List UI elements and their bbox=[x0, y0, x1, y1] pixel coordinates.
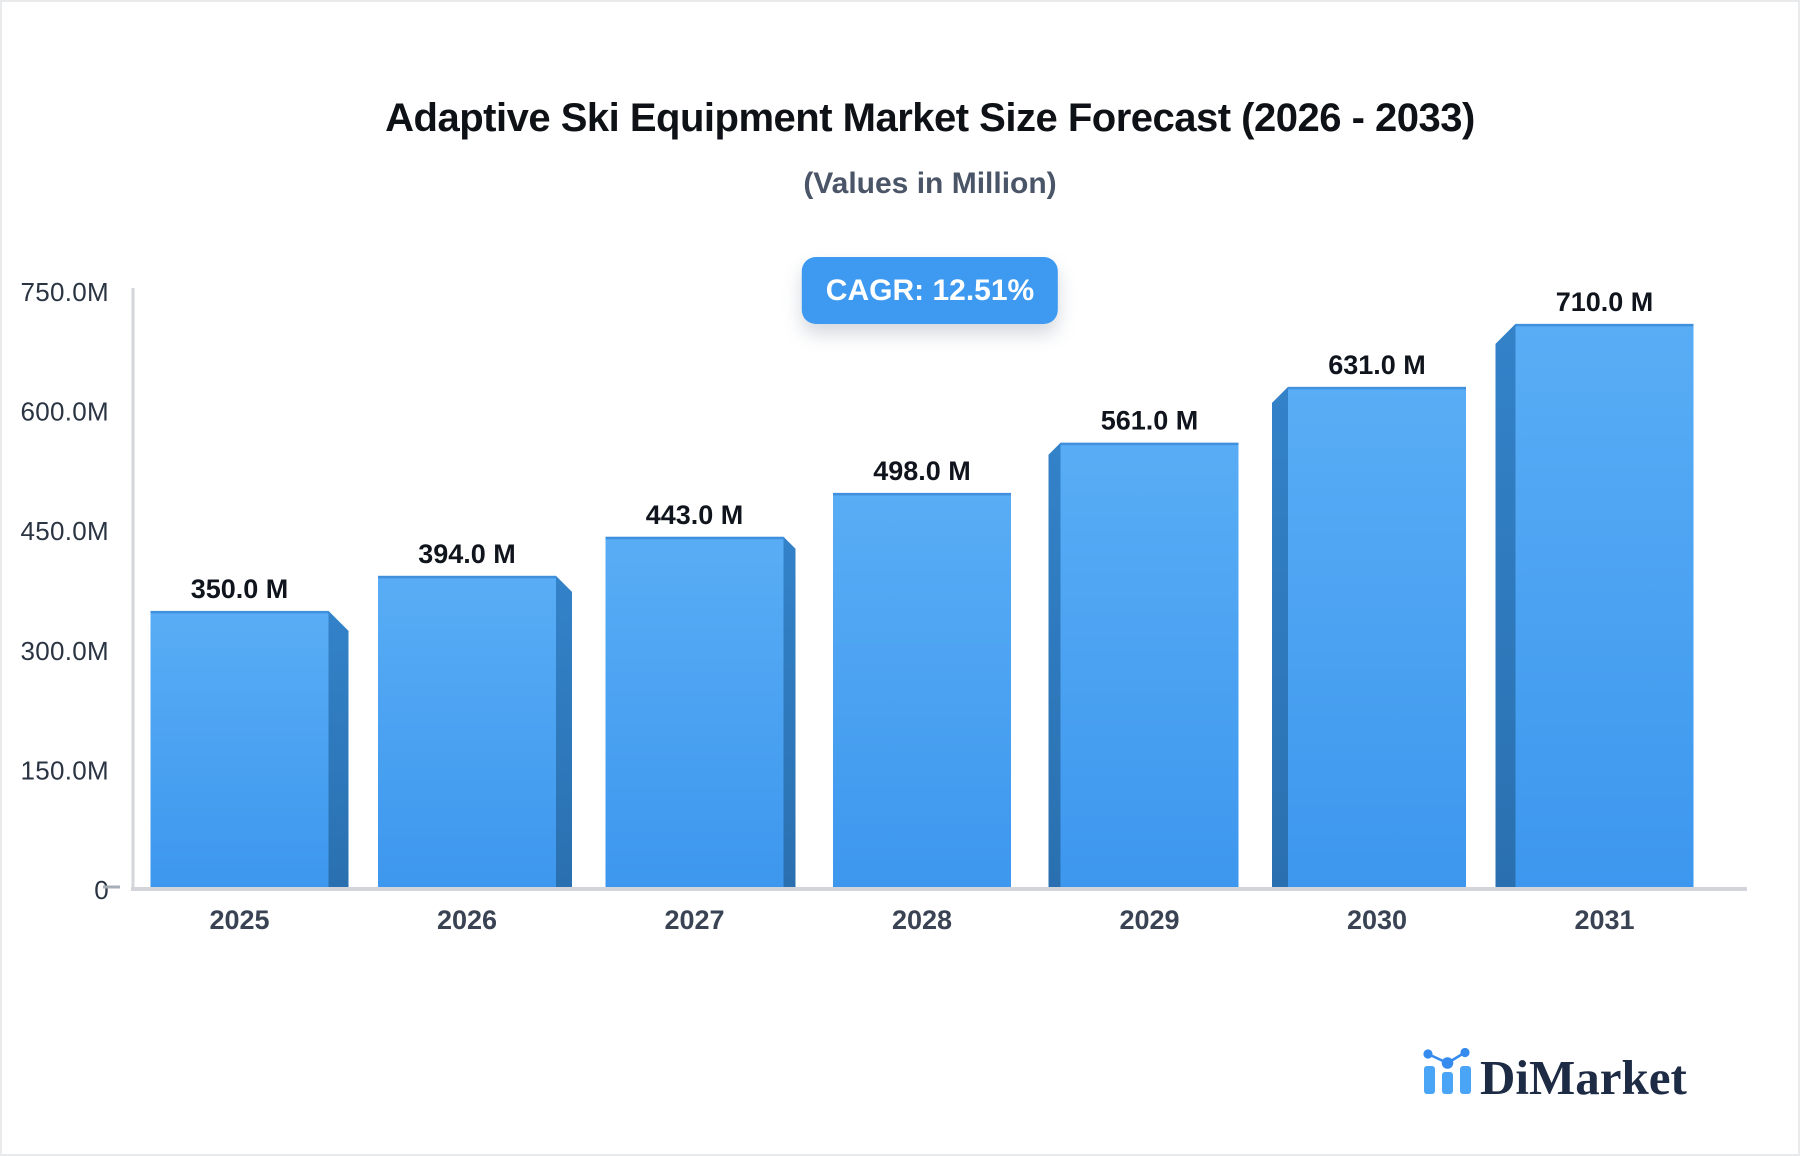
y-axis-label: 600.0M bbox=[20, 397, 109, 427]
x-axis-label: 2026 bbox=[437, 905, 497, 935]
cagr-badge: CAGR: 12.51% bbox=[801, 257, 1059, 324]
bar-top-edge bbox=[150, 610, 329, 614]
x-axis-label: 2025 bbox=[209, 905, 269, 935]
y-axis-label: 450.0M bbox=[20, 516, 109, 546]
x-axis-label: 2031 bbox=[1574, 905, 1634, 935]
bar bbox=[1060, 442, 1239, 889]
bar-side-face bbox=[1495, 323, 1516, 890]
bar-value-label: 561.0 M bbox=[1101, 406, 1199, 436]
bar-value-label: 350.0 M bbox=[191, 574, 289, 604]
y-axis-label: 750.0M bbox=[20, 277, 109, 307]
zero-tick bbox=[103, 885, 120, 889]
bar-top-edge bbox=[378, 575, 556, 579]
bar-value-label: 443.0 M bbox=[646, 500, 744, 530]
brand-name: DiMarket bbox=[1480, 1050, 1687, 1105]
bar-top-edge bbox=[1515, 323, 1694, 327]
bar bbox=[378, 575, 556, 889]
x-axis-label: 2030 bbox=[1347, 905, 1407, 935]
bar-side-face bbox=[328, 610, 349, 889]
brand-logo-svg: DiMarket bbox=[1423, 1047, 1687, 1105]
bar-side-face bbox=[1048, 442, 1061, 889]
bar-line-chart-icon bbox=[1423, 1047, 1471, 1094]
x-axis-label: 2027 bbox=[664, 905, 724, 935]
bar-top-edge bbox=[1060, 442, 1239, 446]
y-axis-label: 0 bbox=[94, 875, 109, 905]
bar-value-label: 710.0 M bbox=[1556, 287, 1654, 317]
bar-value-label: 631.0 M bbox=[1328, 350, 1426, 380]
x-axis-line bbox=[131, 887, 1747, 891]
bar bbox=[833, 492, 1011, 889]
bar bbox=[1288, 386, 1466, 889]
chart-title: Adaptive Ski Equipment Market Size Forec… bbox=[385, 96, 1475, 140]
bar bbox=[1515, 323, 1694, 890]
bar-value-label: 394.0 M bbox=[418, 539, 516, 569]
bar bbox=[605, 536, 784, 889]
y-axis-label: 150.0M bbox=[20, 755, 109, 785]
chart-subtitle: (Values in Million) bbox=[803, 167, 1057, 200]
bar-top-edge bbox=[605, 536, 784, 540]
x-axis-label: 2029 bbox=[1119, 905, 1179, 935]
y-axis-line bbox=[131, 288, 135, 888]
bar bbox=[150, 610, 329, 889]
bar-side-face bbox=[783, 536, 796, 889]
y-axis-label: 300.0M bbox=[20, 636, 109, 666]
bar-top-edge bbox=[833, 492, 1011, 496]
bar-top-edge bbox=[1288, 386, 1466, 390]
dimarket-logo: DiMarket bbox=[1417, 1040, 1717, 1120]
bar-side-face bbox=[556, 575, 572, 889]
x-axis-label: 2028 bbox=[892, 905, 952, 935]
bar-side-face bbox=[1272, 386, 1288, 889]
bar-value-label: 498.0 M bbox=[873, 456, 971, 486]
